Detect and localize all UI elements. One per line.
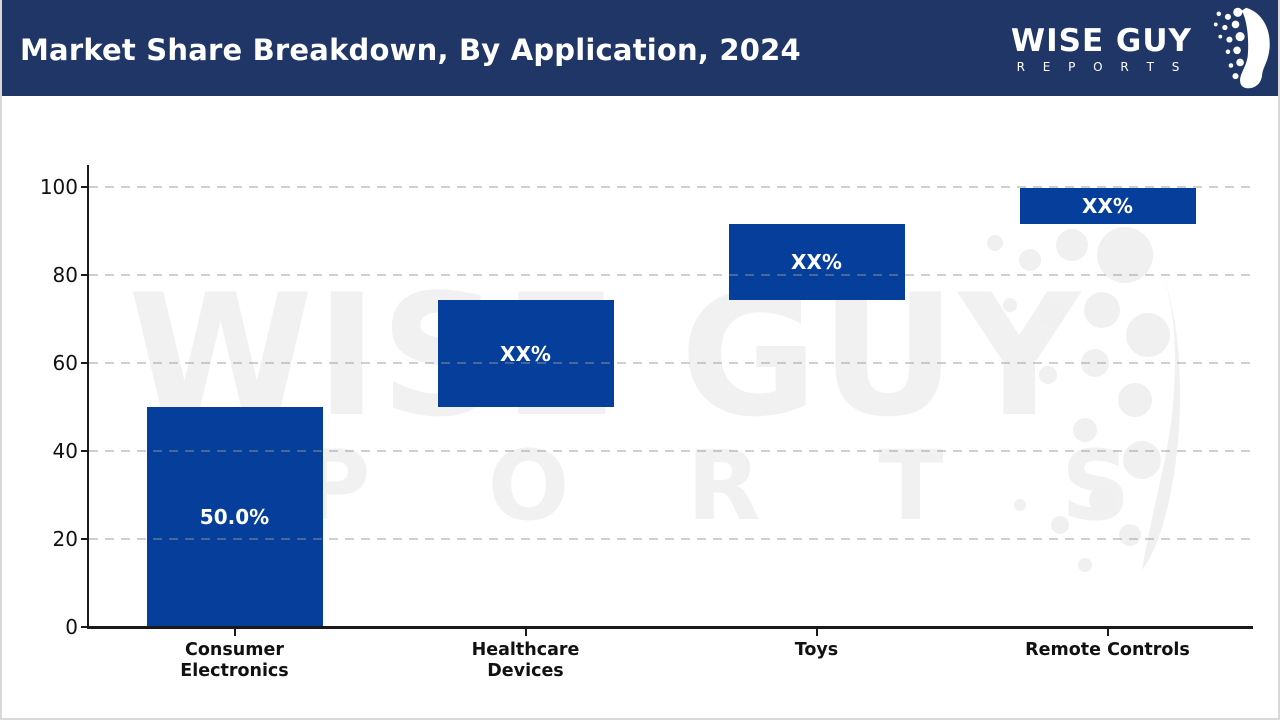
x-category-label: Remote Controls <box>1025 640 1190 660</box>
brand-logo: WISE GUY R E P O R T S <box>1011 4 1272 92</box>
watermark-reports: P O R T S <box>300 430 1173 542</box>
x-tick-2 <box>815 628 818 636</box>
bar-value-label: XX% <box>500 341 551 366</box>
x-tick-1 <box>524 628 527 636</box>
y-tick-80 <box>81 274 89 276</box>
bar-consumer-electronics <box>146 407 323 627</box>
brand-head-icon <box>1213 7 1270 89</box>
bar-toys <box>728 223 905 301</box>
y-tick-label-80: 80 <box>52 263 78 287</box>
x-axis <box>87 626 1253 629</box>
x-tick-0 <box>233 628 236 636</box>
y-tick-label-100: 100 <box>39 175 78 199</box>
gridline-20 <box>89 538 1253 540</box>
gridline-80 <box>89 274 1253 276</box>
x-category-label: Healthcare Devices <box>471 640 580 681</box>
y-tick-40 <box>81 450 89 452</box>
y-axis <box>87 165 89 629</box>
bar-healthcare-devices <box>437 300 614 407</box>
x-category-label: Toys <box>794 640 839 660</box>
y-tick-20 <box>81 538 89 540</box>
brand-logo-text: WISE GUY R E P O R T S <box>1011 23 1192 74</box>
chart-title: Market Share Breakdown, By Application, … <box>20 33 801 67</box>
y-tick-0 <box>81 626 89 628</box>
y-tick-label-0: 0 <box>65 615 78 639</box>
y-tick-label-40: 40 <box>52 439 78 463</box>
brand-subtitle: R E P O R T S <box>1016 59 1187 74</box>
y-tick-label-60: 60 <box>52 351 78 375</box>
bar-value-label: 50.0% <box>199 505 270 529</box>
header-band: Market Share Breakdown, By Application, … <box>0 0 1280 96</box>
bar-value-label: XX% <box>791 249 842 274</box>
gridline-60 <box>89 362 1253 364</box>
y-tick-label-20: 20 <box>52 527 78 551</box>
y-tick-60 <box>81 362 89 364</box>
gridline-100 <box>89 186 1253 188</box>
brand-name: WISE GUY <box>1010 22 1192 59</box>
bar-value-label: XX% <box>1082 193 1133 218</box>
x-tick-3 <box>1106 628 1109 636</box>
gridline-40 <box>89 450 1253 452</box>
y-tick-100 <box>81 186 89 188</box>
bar-remote-controls <box>1019 187 1196 224</box>
watermark-head-icon <box>987 227 1180 572</box>
x-category-label: Consumer Electronics <box>180 640 289 681</box>
